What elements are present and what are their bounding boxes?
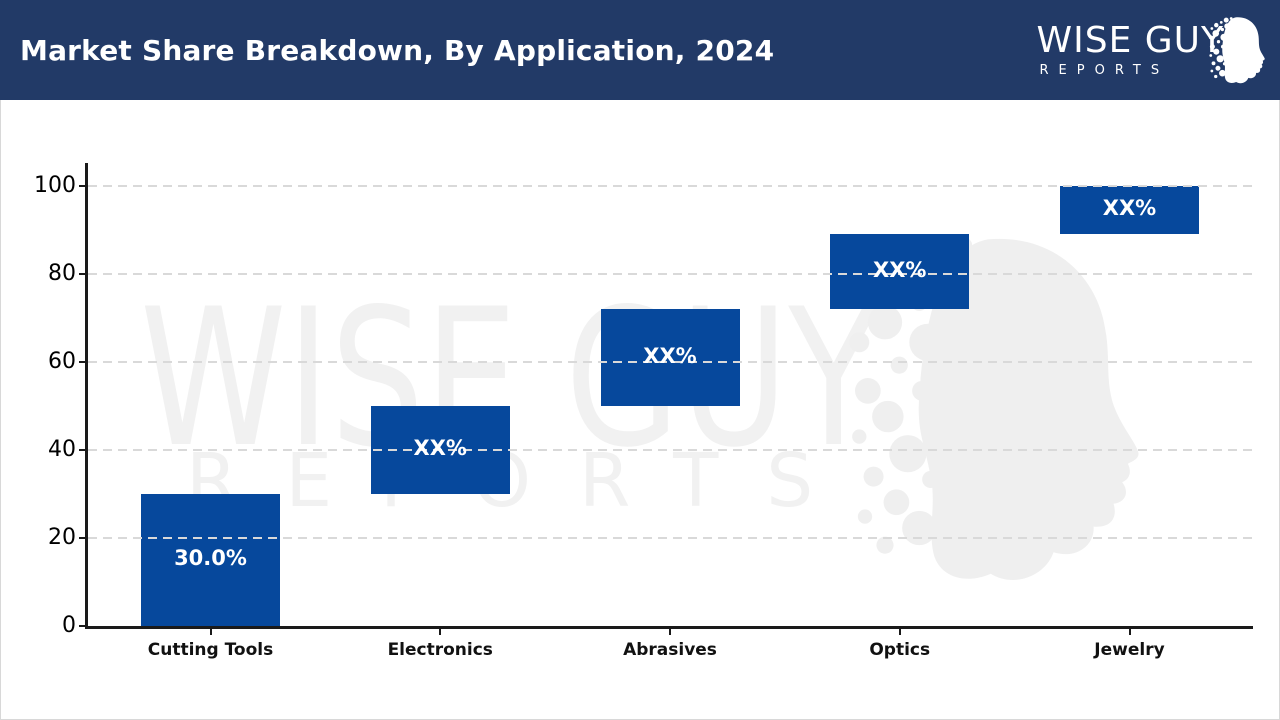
- bar-optics: [830, 234, 970, 310]
- gridline-y40: [88, 449, 1253, 451]
- y-tick-label: 100: [34, 173, 76, 198]
- y-tick-mark: [79, 449, 87, 451]
- bar-abrasives: [600, 309, 740, 406]
- bar-value-label: XX%: [1102, 196, 1157, 221]
- x-tick-mark: [1128, 627, 1131, 635]
- x-axis-spine: [85, 626, 1253, 629]
- y-tick-mark: [79, 273, 87, 275]
- bar-cutting-tools: [141, 494, 280, 626]
- bar-jewelry: [1060, 186, 1199, 235]
- gridline-y60: [88, 361, 1253, 363]
- gridline-y80: [88, 273, 1253, 275]
- logo-face-icon: [1208, 17, 1265, 84]
- wiseguy-logo: WISE GUY REPORTS: [1037, 12, 1267, 88]
- y-tick-mark: [79, 625, 87, 627]
- y-tick-mark: [79, 361, 87, 363]
- y-tick-mark: [79, 185, 87, 187]
- x-category-label: Abrasives: [623, 640, 717, 660]
- y-tick-label: 40: [48, 437, 76, 462]
- logo-wordmark: WISE GUY REPORTS: [1036, 20, 1225, 78]
- y-tick-mark: [79, 537, 87, 539]
- logo-line2: REPORTS: [1039, 63, 1170, 78]
- gridline-y100: [88, 185, 1253, 187]
- chart-title: Market Share Breakdown, By Application, …: [20, 33, 775, 67]
- x-tick-mark: [439, 627, 442, 635]
- y-tick-label: 0: [62, 613, 76, 638]
- y-tick-label: 60: [48, 349, 76, 374]
- y-axis-spine: [85, 163, 88, 629]
- x-tick-mark: [209, 627, 212, 635]
- y-tick-label: 80: [48, 261, 76, 286]
- x-category-label: Cutting Tools: [147, 640, 274, 660]
- x-tick-mark: [898, 627, 901, 635]
- x-tick-mark: [669, 627, 671, 635]
- bar-value-label: XX%: [643, 343, 697, 368]
- report-header: Market Share Breakdown, By Application, …: [0, 0, 1280, 100]
- x-category-label: Optics: [869, 640, 931, 660]
- gridline-y20: [88, 537, 1253, 539]
- x-category-label: Electronics: [387, 640, 493, 660]
- logo-line1: WISE GUY: [1036, 20, 1224, 61]
- x-category-label: Jewelry: [1094, 640, 1165, 660]
- bar-value-label: 30.0%: [174, 546, 247, 570]
- bar-value-label: XX%: [413, 436, 467, 460]
- bar-value-label: XX%: [873, 257, 927, 282]
- y-tick-label: 20: [48, 525, 76, 550]
